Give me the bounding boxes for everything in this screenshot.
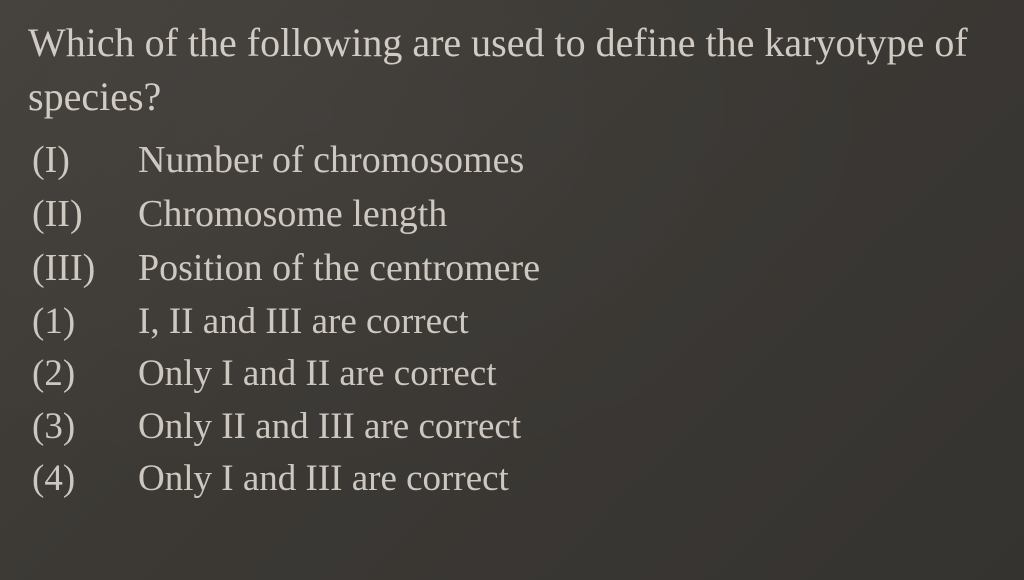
statement-row: (I) Number of chromosomes: [28, 134, 996, 188]
statement-text: Chromosome length: [138, 188, 447, 242]
statement-text: Number of chromosomes: [138, 134, 524, 188]
answer-text: Only I and III are correct: [138, 453, 509, 506]
statement-row: (II) Chromosome length: [28, 188, 996, 242]
answer-row: (4) Only I and III are correct: [28, 453, 996, 506]
page: Which of the following are used to defin…: [0, 0, 1024, 580]
statement-row: (III) Position of the centromere: [28, 242, 996, 296]
answer-text: Only I and II are correct: [138, 348, 497, 401]
answer-row: (3) Only II and III are correct: [28, 401, 996, 454]
answer-row: (1) I, II and III are correct: [28, 296, 996, 349]
statement-marker: (II): [28, 188, 138, 242]
answer-marker: (3): [28, 401, 138, 454]
answer-text: Only II and III are correct: [138, 401, 521, 454]
answer-marker: (4): [28, 453, 138, 506]
statement-marker: (I): [28, 134, 138, 188]
question-stem: Which of the following are used to defin…: [28, 16, 996, 124]
answer-row: (2) Only I and II are correct: [28, 348, 996, 401]
statements-list: (I) Number of chromosomes (II) Chromosom…: [28, 134, 996, 506]
statement-text: Position of the centromere: [138, 242, 540, 296]
answer-text: I, II and III are correct: [138, 296, 469, 349]
answer-marker: (2): [28, 348, 138, 401]
statement-marker: (III): [28, 242, 138, 296]
answer-marker: (1): [28, 296, 138, 349]
